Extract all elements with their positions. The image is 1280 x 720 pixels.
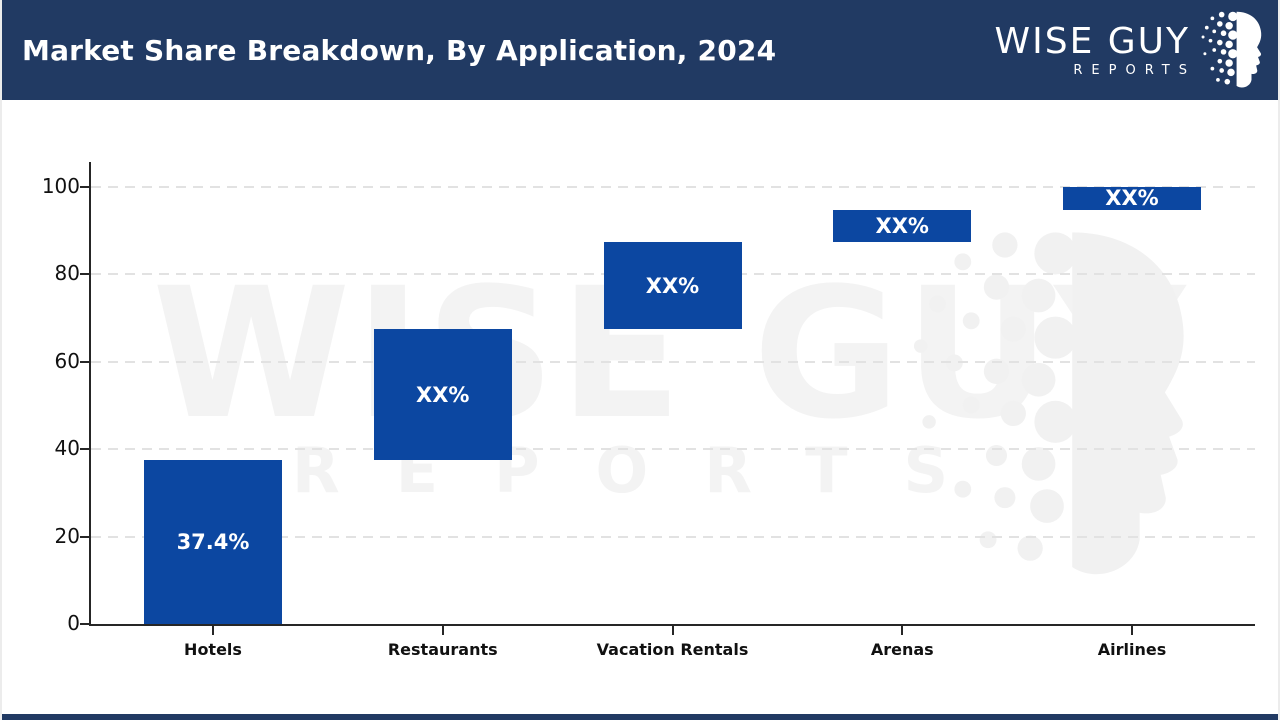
y-tick-label: 0 <box>67 611 80 635</box>
x-tick-label: Arenas <box>870 640 934 659</box>
bar-value-label: 37.4% <box>176 530 250 555</box>
y-tick-mark <box>80 623 89 625</box>
bar-hotels: 37.4% <box>144 460 282 624</box>
chart-title: Market Share Breakdown, By Application, … <box>22 33 777 67</box>
y-gridline <box>91 535 1255 538</box>
header-bar: Market Share Breakdown, By Application, … <box>2 0 1278 100</box>
x-tick-label: Airlines <box>1097 640 1167 659</box>
bar-value-label: XX% <box>416 382 470 407</box>
logo-wordmark: WISE GUY <box>994 20 1190 62</box>
y-tick-label: 20 <box>54 523 80 548</box>
bar-airlines: XX% <box>1063 186 1201 211</box>
x-tick-mark <box>901 626 904 635</box>
y-axis-line <box>89 162 91 626</box>
bar-value-label: XX% <box>875 214 929 239</box>
bar-value-label: XX% <box>1105 186 1159 211</box>
wiseguy-logo: WISE GUY REPORTS <box>995 9 1269 91</box>
y-tick-label: 100 <box>41 173 80 198</box>
bar-restaurants: XX% <box>373 329 512 461</box>
bar-vacation-rentals: XX% <box>603 242 742 330</box>
x-tick-mark <box>441 626 444 635</box>
bar-value-label: XX% <box>645 273 700 298</box>
y-gridline <box>91 185 1255 188</box>
dotted-head-icon <box>1201 11 1262 88</box>
y-tick-mark <box>80 273 89 275</box>
y-tick-label: 60 <box>54 348 80 373</box>
x-tick-label: Hotels <box>184 640 242 659</box>
logo-text: WISE GUY REPORTS <box>994 20 1191 77</box>
bar-arenas: XX% <box>833 210 972 243</box>
y-tick-label: 80 <box>54 261 80 285</box>
y-tick-label: 40 <box>54 436 80 460</box>
y-tick-mark <box>80 185 89 188</box>
footer-strip <box>2 714 1278 720</box>
y-gridline <box>91 448 1255 450</box>
x-tick-mark <box>671 626 674 635</box>
y-tick-mark <box>80 535 89 538</box>
x-tick-mark <box>212 626 214 635</box>
y-tick-mark <box>80 360 89 363</box>
y-tick-mark <box>80 448 89 450</box>
x-tick-label: Vacation Rentals <box>596 640 749 659</box>
x-axis-line <box>89 624 1255 626</box>
x-tick-label: Restaurants <box>387 640 498 659</box>
y-gridline <box>91 360 1255 363</box>
x-tick-mark <box>1131 626 1133 635</box>
logo-subtitle: REPORTS <box>1073 62 1196 78</box>
